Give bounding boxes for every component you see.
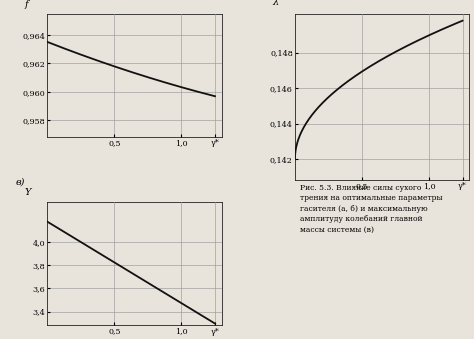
Text: Y: Y [25,188,31,197]
Text: Рис. 5.3. Влияние силы сухого
трения на оптимальные параметры
гасителя (а, б) и : Рис. 5.3. Влияние силы сухого трения на … [300,184,442,233]
Text: f: f [25,0,28,8]
Text: λ: λ [272,0,278,7]
Text: в): в) [16,177,26,186]
